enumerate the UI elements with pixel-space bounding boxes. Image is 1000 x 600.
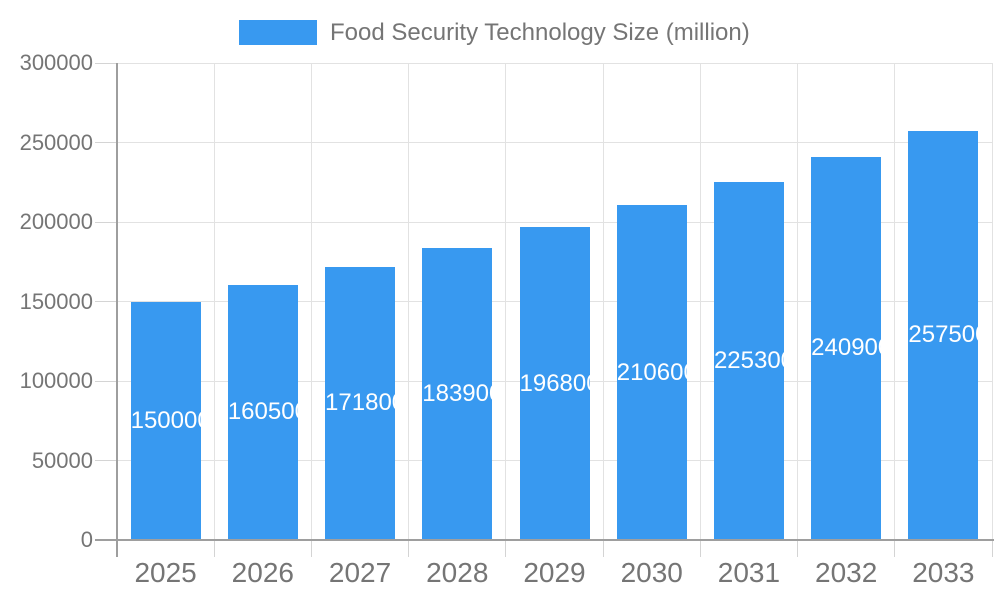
x-axis-tick — [408, 540, 410, 557]
x-axis-tick — [699, 540, 701, 557]
bar-value-label: 183900 — [422, 379, 492, 407]
gridline-vertical — [310, 63, 312, 540]
gridline-horizontal — [117, 221, 992, 223]
bar-value-label: 257500 — [908, 321, 978, 349]
gridline-vertical — [505, 63, 507, 540]
gridline-vertical — [602, 63, 604, 540]
y-tick-label: 250000 — [19, 129, 93, 155]
legend-label[interactable]: Food Security Technology Size (million) — [330, 19, 750, 46]
bar: 171800 — [325, 266, 396, 540]
x-axis-tick — [505, 540, 507, 557]
x-tick-label: 2028 — [426, 557, 489, 588]
y-axis-line — [116, 63, 118, 557]
x-axis-tick — [602, 540, 604, 557]
bar-value-label: 171800 — [325, 389, 395, 417]
y-axis-tick — [95, 142, 117, 143]
x-axis-tick — [310, 540, 312, 557]
bar: 225300 — [713, 181, 784, 540]
y-tick-label: 200000 — [19, 209, 93, 234]
x-tick-label: 2029 — [523, 557, 586, 588]
x-axis-tick — [991, 540, 993, 557]
x-tick-label: 2031 — [717, 557, 781, 588]
bar: 240900 — [811, 156, 882, 540]
bar-value-label: 210600 — [616, 358, 687, 386]
y-axis-tick — [95, 221, 117, 223]
gridline-horizontal — [117, 142, 992, 143]
legend-swatch[interactable] — [239, 20, 317, 45]
x-tick-label: 2032 — [815, 557, 878, 588]
y-axis-tick — [95, 301, 117, 302]
x-tick-label: 2025 — [134, 557, 197, 588]
bar-value-label: 160500 — [227, 398, 298, 426]
x-axis-tick — [797, 540, 799, 557]
bar: 150000 — [130, 301, 201, 540]
gridline-horizontal — [117, 62, 992, 64]
x-axis-line — [95, 539, 994, 541]
y-axis-tick — [95, 62, 117, 64]
y-tick-label: 50000 — [31, 447, 93, 473]
y-axis-tick — [95, 380, 117, 382]
bar-value-label: 240900 — [811, 334, 881, 362]
gridline-vertical — [213, 63, 215, 540]
x-tick-label: 2033 — [912, 557, 975, 588]
gridline-vertical — [699, 63, 701, 540]
x-tick-label: 2027 — [328, 557, 392, 588]
y-tick-label: 100000 — [19, 368, 93, 393]
y-axis-tick — [95, 460, 117, 461]
bar: 257500 — [908, 130, 979, 540]
y-tick-label: 0 — [80, 527, 93, 552]
bar-value-label: 225300 — [713, 346, 784, 374]
x-tick-label: 2030 — [620, 557, 683, 588]
x-axis-tick — [213, 540, 215, 557]
y-tick-label: 300000 — [19, 50, 93, 75]
gridline-vertical — [894, 63, 896, 540]
bar: 210600 — [616, 205, 687, 540]
gridline-vertical — [991, 63, 993, 540]
x-axis-tick — [894, 540, 896, 557]
bar: 183900 — [422, 247, 493, 540]
bar-value-label: 196800 — [519, 369, 590, 397]
bar: 160500 — [227, 284, 298, 540]
x-tick-label: 2026 — [231, 557, 294, 588]
y-tick-label: 150000 — [19, 288, 93, 314]
bar-value-label: 150000 — [130, 406, 201, 434]
gridline-vertical — [797, 63, 799, 540]
bar: 196800 — [519, 227, 590, 540]
gridline-vertical — [408, 63, 410, 540]
